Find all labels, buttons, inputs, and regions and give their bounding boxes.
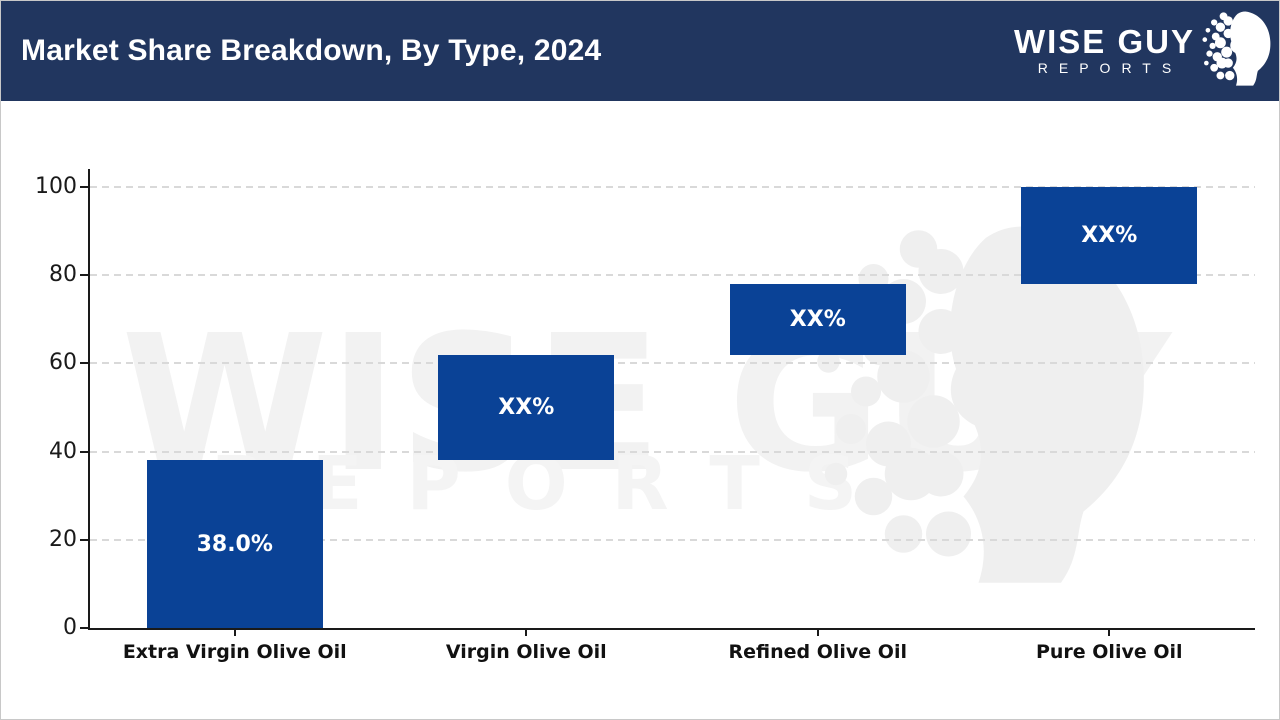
y-tick-label: 100 (35, 174, 77, 199)
brand-logo-text: WISE GUY REPORTS (1014, 25, 1195, 77)
x-tick-mark (1108, 630, 1111, 636)
bar-extra-virgin-olive-oil: 38.0% (146, 460, 323, 628)
y-axis-line (88, 169, 90, 630)
bar-value-label: XX% (789, 306, 846, 332)
page-title: Market Share Breakdown, By Type, 2024 (21, 34, 602, 67)
bar-value-label: XX% (498, 394, 555, 420)
y-tick-label: 0 (63, 615, 77, 640)
gridline-y60 (90, 362, 1255, 365)
category-label: Extra Virgin Olive Oil (122, 641, 347, 663)
y-tick-label: 40 (49, 438, 77, 464)
gridline-y80 (90, 274, 1255, 277)
category-label: Virgin Olive Oil (445, 641, 607, 663)
chart-area: WISE GUY REPORTS 0 20 40 60 80 100 38.0% Extra … (1, 101, 1279, 719)
y-tick-mark (80, 362, 89, 365)
bar-value-label: XX% (1081, 223, 1138, 248)
y-tick-label: 20 (49, 526, 77, 552)
x-tick-mark (816, 630, 819, 636)
y-tick-mark (80, 627, 89, 629)
y-tick-label: 60 (49, 350, 77, 376)
gridline-y20 (90, 538, 1255, 541)
gridline-y40 (90, 450, 1255, 453)
bar-virgin-olive-oil: XX% (438, 354, 615, 461)
y-tick-mark (80, 186, 89, 188)
category-label: Refined Olive Oil (728, 641, 907, 663)
y-tick-mark (80, 450, 89, 453)
y-tick-label: 80 (49, 262, 77, 288)
wise-guy-head-icon (1197, 2, 1275, 100)
brand-name: WISE GUY (1013, 23, 1195, 60)
x-axis-line (88, 628, 1255, 630)
bar-pure-olive-oil: XX% (1021, 187, 1198, 285)
bar-refined-olive-oil: XX% (729, 284, 906, 355)
category-label: Pure Olive Oil (1035, 641, 1183, 663)
header-bar: Market Share Breakdown, By Type, 2024 WI… (1, 1, 1279, 101)
gridline-y100 (90, 186, 1255, 188)
x-tick-mark (525, 630, 528, 636)
bar-value-label: 38.0% (196, 531, 273, 557)
brand-subtitle: REPORTS (1037, 60, 1183, 76)
x-tick-mark (233, 630, 236, 636)
brand-logo: WISE GUY REPORTS (1014, 2, 1275, 100)
y-tick-mark (80, 538, 89, 541)
y-tick-mark (80, 274, 89, 277)
